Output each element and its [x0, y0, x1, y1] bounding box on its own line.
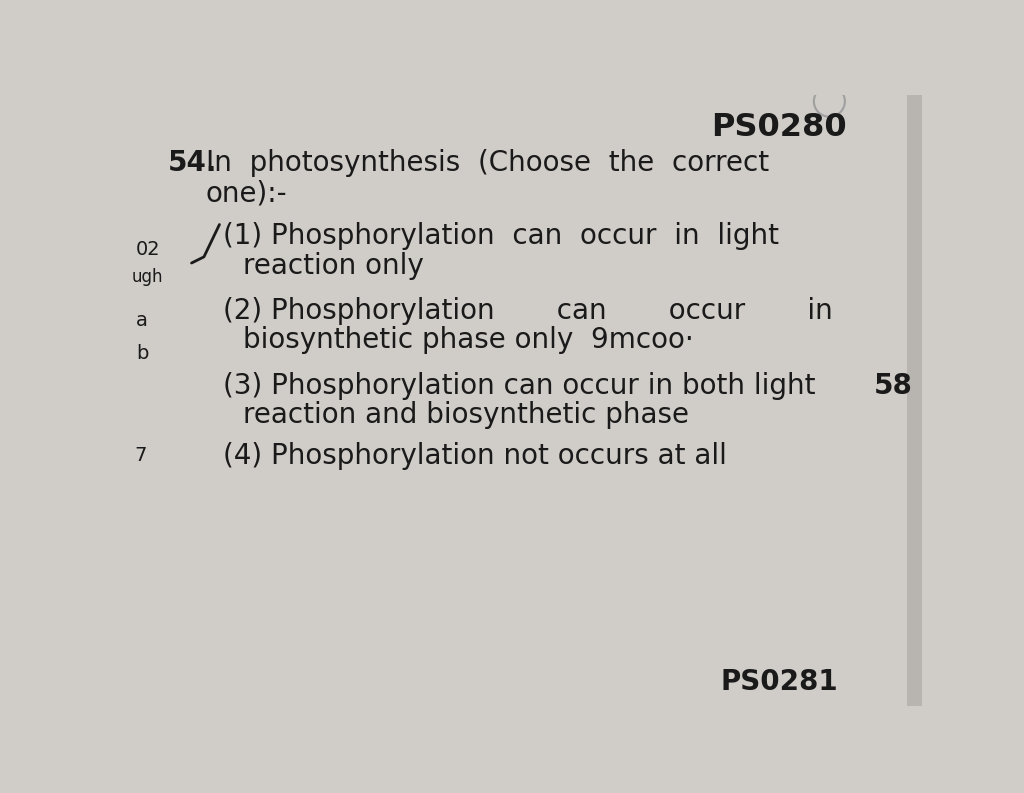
Text: 54.: 54.	[168, 149, 218, 177]
Text: In  photosynthesis  (Choose  the  correct: In photosynthesis (Choose the correct	[206, 149, 769, 177]
Text: a: a	[136, 311, 147, 330]
Text: ugh: ugh	[132, 268, 164, 286]
Text: reaction only: reaction only	[243, 252, 424, 280]
Text: (3) Phosphorylation can occur in both light: (3) Phosphorylation can occur in both li…	[222, 372, 815, 400]
Text: (1) Phosphorylation  can  occur  in  light: (1) Phosphorylation can occur in light	[222, 222, 778, 250]
Text: PS0280: PS0280	[712, 112, 847, 143]
Bar	[907, 95, 922, 706]
Text: 7: 7	[134, 446, 146, 465]
Text: one):-: one):-	[206, 180, 287, 208]
Text: b: b	[136, 343, 148, 362]
Text: (2) Phosphorylation       can       occur       in: (2) Phosphorylation can occur in	[222, 297, 833, 325]
Text: PS0281: PS0281	[720, 668, 838, 696]
Text: biosynthetic phase only  9mcoo·: biosynthetic phase only 9mcoo·	[243, 326, 693, 354]
Text: reaction and biosynthetic phase: reaction and biosynthetic phase	[243, 401, 689, 430]
Text: 58: 58	[874, 372, 913, 400]
Text: (4) Phosphorylation not occurs at all: (4) Phosphorylation not occurs at all	[222, 442, 726, 469]
Text: 02: 02	[136, 239, 161, 259]
